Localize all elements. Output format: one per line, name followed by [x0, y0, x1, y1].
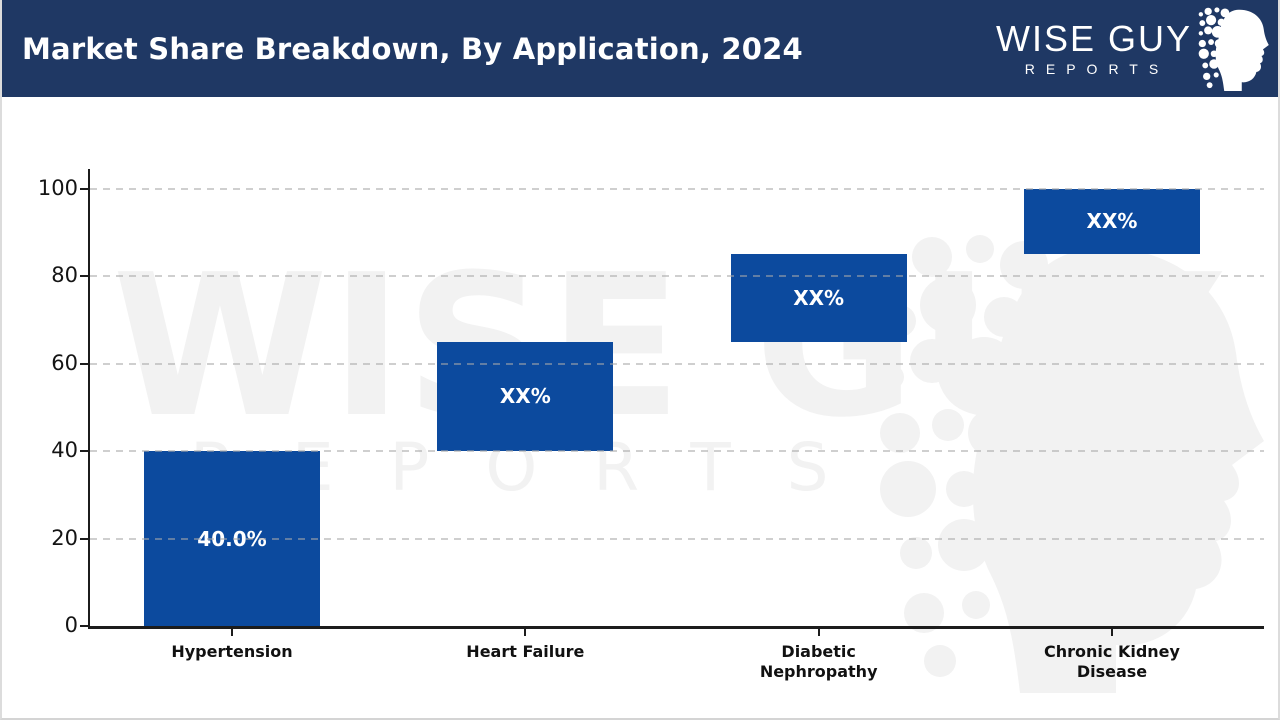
bar: XX%	[437, 341, 614, 451]
y-tick-mark	[80, 450, 88, 452]
logo-wordmark: WISE GUY REPORTS	[995, 17, 1192, 77]
header-bar: Market Share Breakdown, By Application, …	[2, 0, 1278, 97]
x-category-label: Hypertension	[171, 642, 293, 661]
x-tick-mark	[1110, 628, 1113, 636]
chart-title: Market Share Breakdown, By Application, …	[22, 31, 803, 66]
bar: XX%	[730, 254, 907, 342]
x-tick-mark	[817, 628, 820, 636]
y-tick-mark	[80, 362, 88, 365]
y-tick-label: 100	[37, 175, 78, 200]
x-category-label: Chronic Kidney Disease	[1044, 642, 1180, 681]
x-tick-mark	[524, 628, 527, 636]
y-tick-label: 40	[51, 438, 78, 462]
y-tick-label: 60	[51, 350, 78, 375]
logo-name-text: WISE GUY	[995, 17, 1192, 59]
gridline	[90, 187, 1264, 190]
x-category-label: Heart Failure	[466, 642, 585, 661]
y-tick-mark	[80, 537, 88, 540]
bar-value-label: XX%	[1086, 209, 1138, 234]
y-tick-label: 0	[64, 613, 78, 637]
bar: XX%	[1023, 188, 1200, 255]
y-axis-spine	[88, 169, 90, 628]
gridline	[90, 537, 1264, 540]
logo-subtitle-text: REPORTS	[1024, 60, 1170, 77]
x-axis-spine	[88, 626, 1264, 629]
x-tick-mark	[231, 628, 233, 636]
y-tick-label: 80	[51, 263, 78, 287]
y-tick-label: 20	[51, 525, 78, 550]
bar-value-label: XX%	[499, 384, 551, 409]
gridline	[90, 450, 1264, 452]
y-tick-mark	[80, 625, 88, 627]
chart-area: WISE GUY REPORTS 0 20 40 60 80 100 40.0% Hypert…	[2, 97, 1278, 718]
logo-head-icon	[1196, 7, 1270, 91]
gridline	[90, 362, 1264, 365]
y-tick-mark	[80, 187, 88, 190]
y-tick-mark	[80, 275, 88, 277]
gridline	[90, 275, 1264, 277]
wise-guy-logo: WISE GUY REPORTS	[996, 7, 1270, 91]
x-category-label: Diabetic Nephropathy	[759, 642, 878, 681]
bar-value-label: XX%	[793, 285, 845, 310]
